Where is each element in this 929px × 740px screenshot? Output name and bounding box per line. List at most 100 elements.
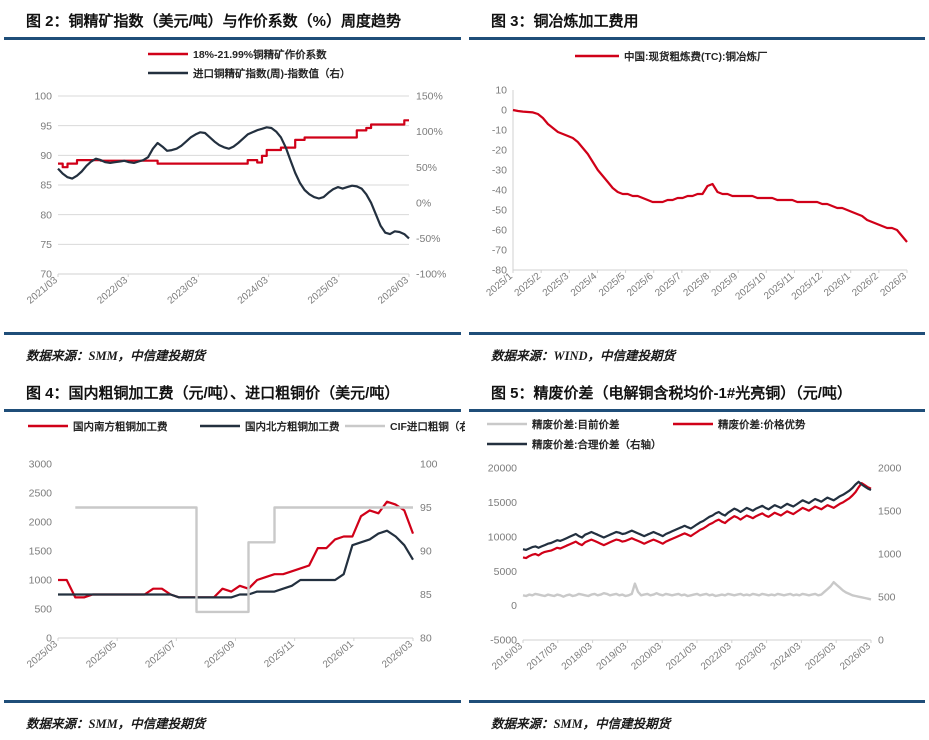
figure-2-title: 图 2：铜精矿指数（美元/吨）与作价系数（%）周度趋势 <box>26 13 402 30</box>
svg-text:2023/03: 2023/03 <box>166 275 201 307</box>
y-axis-right-tick: 500 <box>878 592 896 604</box>
x-axis-tick: 2019/03 <box>595 641 630 673</box>
y-axis-right-tick: 90 <box>420 546 432 558</box>
svg-text:2025/10: 2025/10 <box>733 271 768 303</box>
series-line <box>57 126 410 240</box>
figure-5-source: 数据来源：SMM，中信建投期货 <box>491 717 671 731</box>
svg-text:2025/11: 2025/11 <box>262 639 297 670</box>
svg-text:2024/03: 2024/03 <box>236 275 271 307</box>
y-axis-right-tick: 0% <box>416 197 431 209</box>
y-axis-right-tick: 2000 <box>878 463 902 475</box>
svg-text:2025/8: 2025/8 <box>681 271 712 299</box>
y-axis-tick: 70 <box>40 269 52 281</box>
svg-text:2024/03: 2024/03 <box>769 641 804 673</box>
svg-text:2022/03: 2022/03 <box>699 641 734 673</box>
y-axis-tick: 5000 <box>494 566 518 578</box>
legend-label: 精废价差:价格优势 <box>718 418 806 431</box>
x-axis-tick: 2023/03 <box>166 275 201 307</box>
figure-5-title: 图 5：精废价差（电解铜含税均价-1#光亮铜）（元/吨） <box>491 385 852 402</box>
x-axis-tick: 2025/05 <box>84 639 119 671</box>
figure-5-source-rule <box>469 700 925 703</box>
x-axis-tick: 2017/03 <box>525 641 560 673</box>
y-axis-tick: -5000 <box>490 635 517 647</box>
x-axis-tick: 2025/10 <box>733 271 768 303</box>
svg-text:2025/4: 2025/4 <box>569 271 600 299</box>
figure-5-plot: 精废价差:目前价差 精废价差:价格优势 精废价差:合理价差（右轴） -5000 0 500… <box>465 412 929 700</box>
figure-4-title-rule <box>4 409 461 412</box>
svg-text:2022/03: 2022/03 <box>95 275 130 307</box>
series-line <box>75 506 413 614</box>
x-axis-tick: 2025/2 <box>513 271 544 299</box>
series-line <box>522 581 872 601</box>
y-axis-tick: -60 <box>492 225 507 237</box>
x-axis-tick: 2025/4 <box>569 271 600 299</box>
y-axis-right-tick: 1000 <box>878 549 902 561</box>
y-axis-tick: -50 <box>492 205 507 217</box>
svg-text:2025/5: 2025/5 <box>597 271 628 299</box>
figure-2-source-rule <box>4 332 461 335</box>
svg-text:2025/7: 2025/7 <box>653 271 684 299</box>
series-line <box>58 529 414 599</box>
svg-text:2025/3: 2025/3 <box>541 271 572 299</box>
x-axis-tick: 2025/09 <box>203 639 238 671</box>
svg-text:2025/03: 2025/03 <box>803 641 838 673</box>
y-axis-tick: 75 <box>40 239 52 251</box>
y-axis-tick: 80 <box>40 209 52 221</box>
figure-4-panel: 图 4：国内粗铜加工费（元/吨）、进口粗铜价（美元/吨） 国内南方粗铜加工费 国内… <box>0 372 465 740</box>
y-axis-tick: -20 <box>492 145 507 157</box>
svg-text:2021/03: 2021/03 <box>664 641 699 673</box>
legend-label: 国内北方粗铜加工费 <box>245 420 340 433</box>
figure-3-source: 数据来源：WIND，中信建投期货 <box>491 349 676 363</box>
y-axis-tick: 500 <box>34 604 52 616</box>
y-axis-right-tick: 85 <box>420 589 432 601</box>
legend-label: 18%-21.99%铜精矿作价系数 <box>193 48 327 61</box>
x-axis-tick: 2026/1 <box>822 271 853 299</box>
x-axis-tick: 2025/3 <box>541 271 572 299</box>
y-axis-tick: 0 <box>511 600 517 612</box>
x-axis-tick: 2020/03 <box>629 641 664 673</box>
legend-label: CIF进口粗铜（右） <box>390 420 465 433</box>
y-axis-right-tick: 80 <box>420 633 432 645</box>
y-axis-tick: 90 <box>40 150 52 162</box>
y-axis-tick: 95 <box>40 120 52 132</box>
series-line <box>512 108 908 243</box>
figure-2-source: 数据来源：SMM，中信建投期货 <box>26 349 206 363</box>
y-axis-tick: 15000 <box>488 497 517 509</box>
x-axis-tick: 2026/03 <box>838 641 873 673</box>
y-axis-right-tick: 0 <box>878 635 884 647</box>
x-axis-tick: 2025/03 <box>803 641 838 673</box>
figure-4-source: 数据来源：SMM，中信建投期货 <box>26 717 206 731</box>
x-axis-tick: 2026/3 <box>878 271 909 299</box>
svg-text:2025/6: 2025/6 <box>625 271 656 299</box>
x-axis-tick: 2026/01 <box>321 639 356 671</box>
y-axis-right-tick: -50% <box>416 233 441 245</box>
svg-text:2026/01: 2026/01 <box>321 639 356 671</box>
x-axis-tick: 2025/12 <box>790 271 825 303</box>
svg-text:2025/03: 2025/03 <box>25 639 60 671</box>
y-axis-tick: 0 <box>501 105 507 117</box>
y-axis-right-tick: -100% <box>416 269 446 281</box>
x-axis-tick: 2024/03 <box>769 641 804 673</box>
figure-3-chart: 中国:现货粗炼费(TC):铜冶炼厂 -80 -70 -60 -50 -40 -30 -20 -1… <box>484 50 909 303</box>
y-axis-right-tick: 1500 <box>878 506 902 518</box>
svg-text:2017/03: 2017/03 <box>525 641 560 673</box>
figure-3-plot: 中国:现货粗炼费(TC):铜冶炼厂 -80 -70 -60 -50 -40 -30 -20 -1… <box>465 40 929 332</box>
x-axis-tick: 2026/03 <box>380 639 415 671</box>
y-axis-tick: 10 <box>495 85 507 97</box>
y-axis-tick: 0 <box>46 633 52 645</box>
x-axis-tick: 2025/11 <box>262 639 297 670</box>
figure-5-panel: 图 5：精废价差（电解铜含税均价-1#光亮铜）（元/吨） 精废价差:目前价差 精废… <box>465 372 929 740</box>
figure-3-title-rule <box>469 37 925 40</box>
x-axis-tick: 2021/03 <box>664 641 699 673</box>
svg-text:2026/03: 2026/03 <box>380 639 415 671</box>
y-axis-tick: -30 <box>492 165 507 177</box>
y-axis-tick: 1500 <box>29 546 53 558</box>
y-axis-tick: 85 <box>40 180 52 192</box>
figure-3-source-rule <box>469 332 925 335</box>
x-axis-tick: 2025/7 <box>653 271 684 299</box>
y-axis-tick: 100 <box>34 91 52 103</box>
y-axis-tick: -70 <box>492 245 507 257</box>
series-line <box>522 480 872 551</box>
